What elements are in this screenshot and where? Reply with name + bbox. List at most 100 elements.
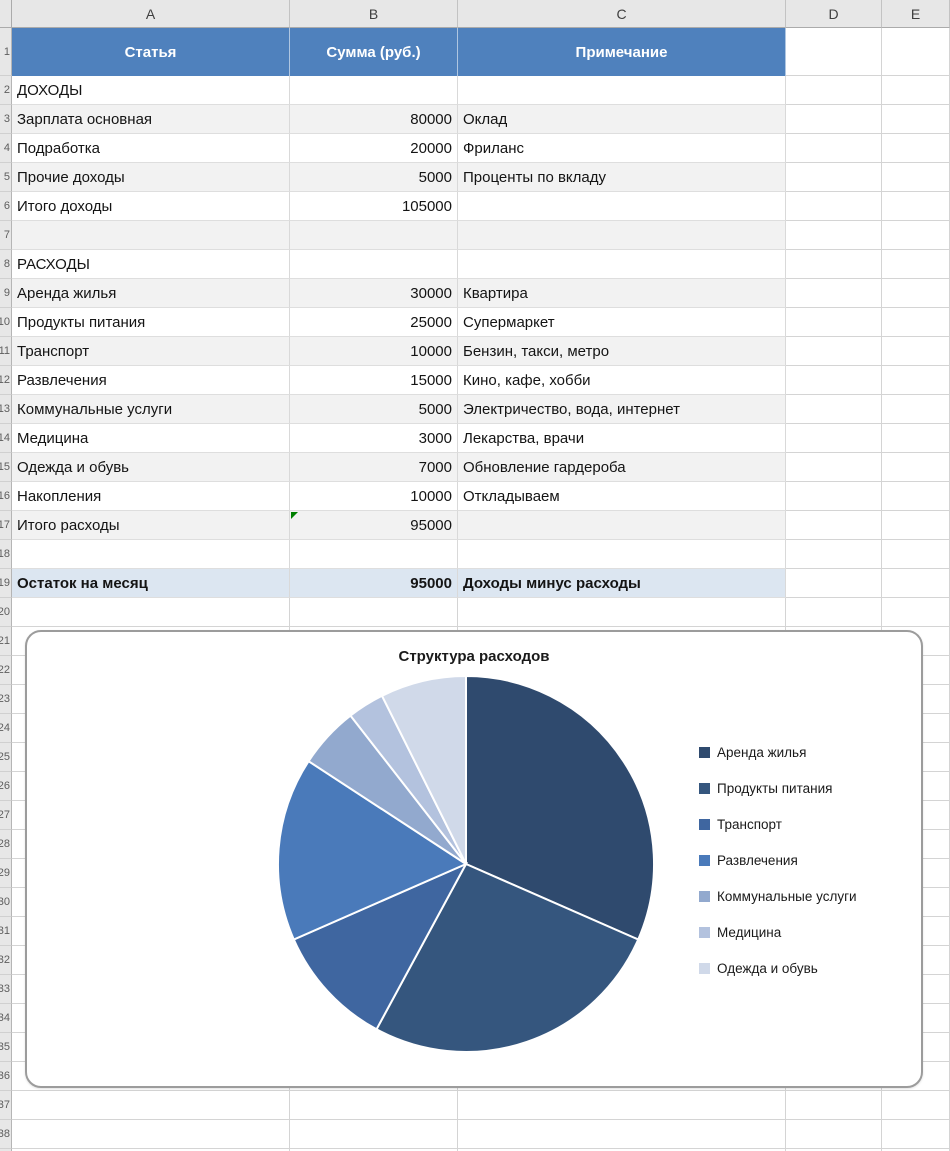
cell-note[interactable] — [458, 540, 786, 569]
pie-slice-7[interactable] — [380, 674, 467, 865]
cell[interactable] — [882, 598, 950, 627]
cell-item[interactable]: Прочие доходы — [12, 163, 290, 192]
chart-title[interactable]: Структура расходов — [398, 648, 550, 665]
cell-amount[interactable]: 95000 — [290, 511, 458, 540]
row-header[interactable]: 16 — [0, 482, 12, 511]
cell[interactable] — [882, 540, 950, 569]
cell[interactable] — [12, 1120, 290, 1149]
row-header[interactable]: 34 — [0, 1004, 12, 1033]
cell-item[interactable]: Подработка — [12, 134, 290, 163]
cell-note[interactable] — [458, 250, 786, 279]
legend-item[interactable]: Продукты питания — [699, 770, 857, 806]
pie-slice-2[interactable] — [375, 862, 640, 1053]
cell[interactable] — [290, 1149, 458, 1151]
row-header[interactable]: 17 — [0, 511, 12, 540]
cell[interactable] — [786, 337, 882, 366]
cell[interactable] — [786, 598, 882, 627]
cell[interactable] — [882, 308, 950, 337]
cell[interactable] — [786, 482, 882, 511]
cell[interactable] — [290, 1120, 458, 1149]
row-header[interactable]: 33 — [0, 975, 12, 1004]
cell[interactable] — [882, 250, 950, 279]
cell-note[interactable]: Доходы минус расходы — [458, 569, 786, 598]
cell-note[interactable]: Фриланс — [458, 134, 786, 163]
cell-item[interactable]: Накопления — [12, 482, 290, 511]
row-header[interactable]: 1 — [0, 28, 12, 76]
cell-note[interactable]: Проценты по вкладу — [458, 163, 786, 192]
row-header[interactable]: 5 — [0, 163, 12, 192]
cell-amount[interactable]: 3000 — [290, 424, 458, 453]
row-header[interactable]: 2 — [0, 76, 12, 105]
cell[interactable] — [786, 134, 882, 163]
column-header-b[interactable]: B — [290, 0, 458, 28]
cell[interactable] — [786, 1091, 882, 1120]
cell-amount[interactable]: 15000 — [290, 366, 458, 395]
row-header[interactable]: 22 — [0, 656, 12, 685]
row-header[interactable]: 26 — [0, 772, 12, 801]
cell-item[interactable]: Транспорт — [12, 337, 290, 366]
cell-item[interactable]: РАСХОДЫ — [12, 250, 290, 279]
cell[interactable] — [786, 221, 882, 250]
cell[interactable] — [882, 163, 950, 192]
cell-amount[interactable]: 105000 — [290, 192, 458, 221]
cell[interactable] — [290, 1091, 458, 1120]
cell[interactable] — [458, 1120, 786, 1149]
cell-note[interactable] — [458, 221, 786, 250]
cell-item[interactable]: ДОХОДЫ — [12, 76, 290, 105]
cell-amount[interactable]: 5000 — [290, 395, 458, 424]
cell[interactable] — [882, 1120, 950, 1149]
row-header[interactable]: 25 — [0, 743, 12, 772]
cell-note[interactable]: Оклад — [458, 105, 786, 134]
row-header[interactable]: 38 — [0, 1120, 12, 1149]
cell[interactable] — [786, 105, 882, 134]
cell-item[interactable]: Остаток на месяц — [12, 569, 290, 598]
row-header[interactable]: 29 — [0, 859, 12, 888]
cell-amount[interactable] — [290, 540, 458, 569]
cell[interactable] — [882, 395, 950, 424]
cell[interactable] — [882, 192, 950, 221]
cell-item[interactable]: Итого доходы — [12, 192, 290, 221]
column-header-e[interactable]: E — [882, 0, 950, 28]
cell[interactable] — [882, 569, 950, 598]
row-header[interactable]: 28 — [0, 830, 12, 859]
cell[interactable] — [786, 395, 882, 424]
pie-slice-4[interactable] — [276, 759, 469, 941]
cell[interactable] — [882, 221, 950, 250]
row-header[interactable]: 15 — [0, 453, 12, 482]
row-header[interactable]: 37 — [0, 1091, 12, 1120]
pie-slice-1[interactable] — [465, 674, 656, 941]
cell-amount[interactable]: 5000 — [290, 163, 458, 192]
cell[interactable] — [882, 453, 950, 482]
row-header[interactable]: 20 — [0, 598, 12, 627]
cell-note[interactable]: Электричество, вода, интернет — [458, 395, 786, 424]
table-header-cell[interactable]: Примечание — [458, 28, 786, 76]
row-header[interactable]: 31 — [0, 917, 12, 946]
cell-amount[interactable] — [290, 250, 458, 279]
cell[interactable] — [458, 598, 786, 627]
cell-amount[interactable]: 95000 — [290, 569, 458, 598]
cell-note[interactable]: Бензин, такси, метро — [458, 337, 786, 366]
row-header[interactable]: 21 — [0, 627, 12, 656]
cell[interactable] — [786, 453, 882, 482]
cell-note[interactable]: Откладываем — [458, 482, 786, 511]
row-header[interactable]: 14 — [0, 424, 12, 453]
cell-note[interactable] — [458, 192, 786, 221]
cell[interactable] — [458, 1149, 786, 1151]
cell[interactable] — [786, 308, 882, 337]
cell[interactable] — [458, 1091, 786, 1120]
cell[interactable] — [882, 76, 950, 105]
cell[interactable] — [882, 28, 950, 76]
legend-item[interactable]: Одежда и обувь — [699, 950, 857, 986]
cell[interactable] — [786, 192, 882, 221]
row-header[interactable]: 11 — [0, 337, 12, 366]
cell[interactable] — [882, 424, 950, 453]
row-header[interactable]: 30 — [0, 888, 12, 917]
legend-item[interactable]: Медицина — [699, 914, 857, 950]
cell-amount[interactable]: 10000 — [290, 337, 458, 366]
cell-amount[interactable]: 30000 — [290, 279, 458, 308]
row-header[interactable]: 8 — [0, 250, 12, 279]
cell-item[interactable]: Коммунальные услуги — [12, 395, 290, 424]
cell[interactable] — [786, 250, 882, 279]
column-header-a[interactable]: A — [12, 0, 290, 28]
cell[interactable] — [12, 1149, 290, 1151]
